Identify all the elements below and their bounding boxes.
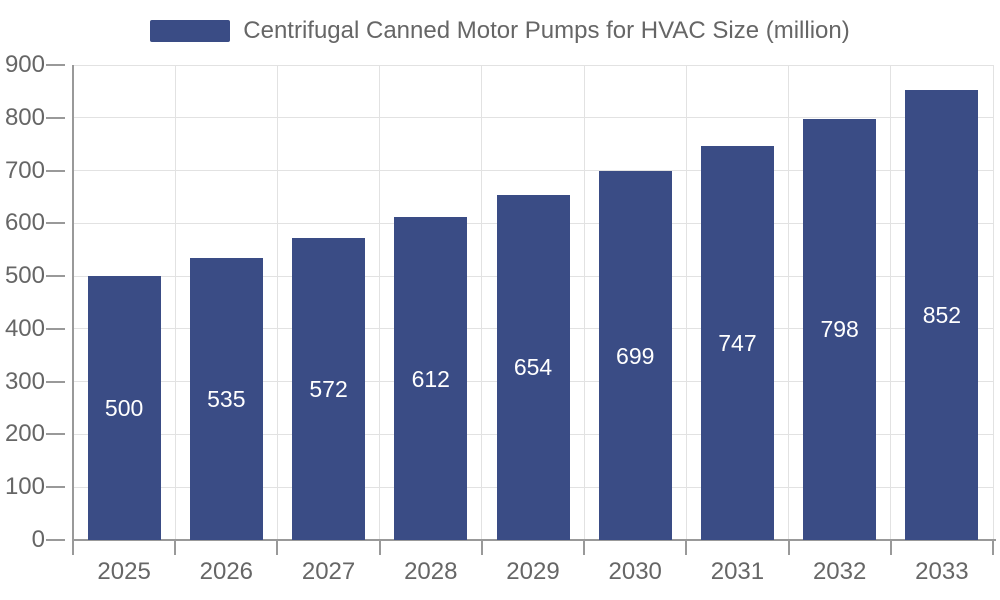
legend[interactable]: Centrifugal Canned Motor Pumps for HVAC …	[0, 17, 1000, 45]
y-axis-tick	[46, 116, 65, 119]
x-axis-tick	[480, 540, 483, 555]
bar-value-label: 654	[513, 354, 553, 381]
plot-area: 0 100 200 300 400 500 600 700 800 900 500 2025 535 20…	[5, 51, 996, 585]
x-axis-label: 2029	[506, 558, 560, 585]
y-axis-label: 700	[4, 156, 45, 184]
gridline-vertical	[788, 65, 790, 540]
legend-label: Centrifugal Canned Motor Pumps for HVAC …	[243, 17, 850, 44]
gridline-vertical	[481, 65, 483, 540]
y-axis-label: 300	[4, 367, 45, 395]
x-axis-label: 2032	[812, 558, 867, 585]
bar[interactable]	[598, 171, 672, 540]
bar[interactable]	[87, 276, 161, 540]
bar-value-label: 747	[718, 329, 757, 356]
bar-value-label: 798	[820, 316, 859, 343]
y-axis-label: 500	[4, 262, 45, 290]
x-axis-tick	[685, 540, 688, 555]
x-axis-tick	[992, 540, 994, 555]
y-axis-label: 200	[4, 420, 45, 448]
bar[interactable]	[394, 217, 468, 540]
x-axis-line	[72, 539, 996, 541]
x-axis-tick	[174, 540, 177, 555]
gridline-vertical	[583, 65, 585, 540]
gridline-vertical	[174, 65, 176, 540]
x-axis-label: 2033	[915, 558, 969, 585]
y-axis-tick	[46, 486, 65, 489]
gridline-vertical	[379, 65, 381, 540]
x-axis-tick	[276, 540, 279, 555]
legend-swatch	[150, 20, 231, 42]
x-axis-label: 2031	[710, 558, 765, 585]
gridline-horizontal	[73, 170, 993, 172]
y-axis-label: 0	[31, 526, 45, 553]
bar-value-label: 500	[104, 395, 144, 422]
y-axis-tick	[46, 433, 65, 436]
bar[interactable]	[189, 257, 263, 540]
bar-value-label: 572	[309, 376, 348, 403]
x-axis-label: 2030	[608, 558, 662, 585]
x-axis-tick	[72, 540, 74, 555]
x-axis-label: 2027	[301, 558, 356, 585]
y-axis-label: 100	[4, 473, 45, 501]
y-axis-label: 400	[4, 314, 45, 342]
x-axis-tick	[583, 540, 586, 555]
y-axis-tick	[46, 169, 65, 172]
gridline-horizontal	[73, 64, 993, 66]
gridline-vertical	[685, 65, 687, 540]
y-axis-label: 800	[4, 103, 45, 131]
y-axis-tick	[46, 380, 65, 383]
y-axis-label: 600	[4, 209, 45, 237]
bar-value-label: 699	[616, 342, 655, 369]
bar[interactable]	[496, 194, 570, 540]
bar-value-label: 535	[207, 385, 246, 412]
y-axis-tick	[46, 222, 65, 225]
bar-value-label: 852	[922, 302, 962, 329]
x-axis-tick	[889, 540, 892, 555]
bar[interactable]	[905, 90, 979, 540]
x-axis-tick	[378, 540, 381, 555]
gridline-vertical	[890, 65, 892, 540]
x-axis-tick	[787, 540, 790, 555]
y-axis-tick	[46, 327, 65, 330]
bar[interactable]	[292, 238, 366, 540]
y-axis-label: 900	[4, 51, 45, 78]
bar[interactable]	[700, 145, 774, 540]
y-axis-line	[72, 65, 74, 540]
x-axis-label: 2028	[404, 558, 458, 585]
y-axis-tick	[46, 275, 65, 278]
bar-value-label: 612	[411, 365, 450, 392]
gridline-horizontal	[73, 117, 993, 119]
y-axis-tick	[46, 539, 65, 541]
y-axis-tick	[46, 64, 65, 66]
gridline-vertical	[276, 65, 278, 540]
x-axis-label: 2026	[199, 558, 254, 585]
gridline-vertical	[992, 65, 994, 540]
bar[interactable]	[803, 118, 877, 540]
x-axis-label: 2025	[97, 558, 151, 585]
